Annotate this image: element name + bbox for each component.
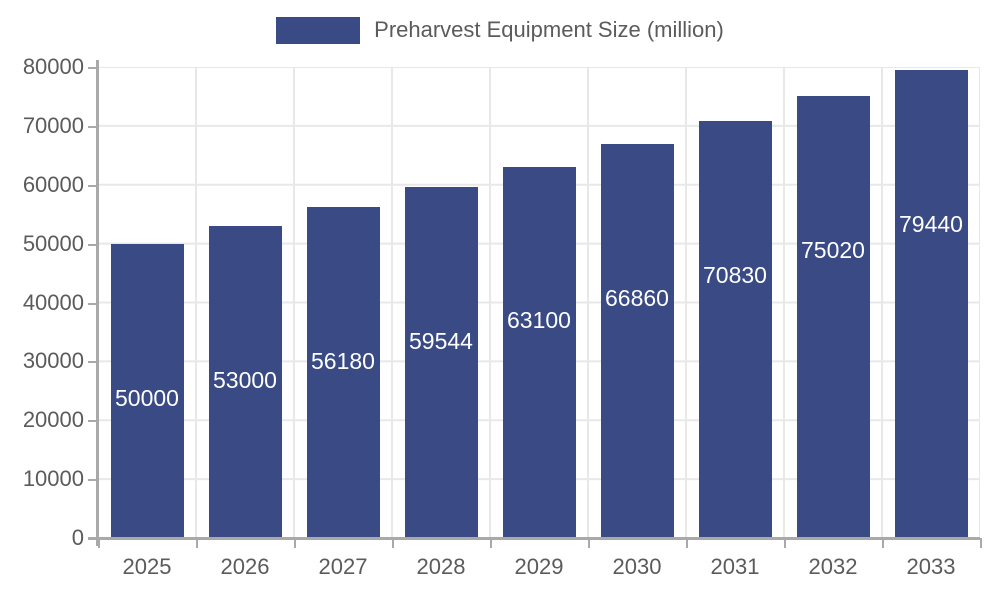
x-tick-mark bbox=[196, 538, 198, 548]
legend-entry-label: Preharvest Equipment Size (million) bbox=[374, 17, 724, 42]
bar-slot: 66860 bbox=[600, 67, 674, 538]
bar[interactable] bbox=[404, 187, 478, 538]
x-tick-mark bbox=[392, 538, 394, 548]
bar-slot: 70830 bbox=[698, 67, 772, 538]
x-tick-mark bbox=[98, 538, 100, 548]
y-tick-label: 10000 bbox=[22, 466, 84, 492]
legend-swatch-icon bbox=[276, 16, 361, 44]
y-tick-label: 40000 bbox=[22, 289, 84, 315]
x-tick-label: 2032 bbox=[808, 554, 858, 579]
bar[interactable] bbox=[698, 121, 772, 538]
bar-slot: 53000 bbox=[208, 67, 282, 538]
bar-value-label: 66860 bbox=[605, 285, 669, 312]
x-tick-mark bbox=[294, 538, 296, 548]
y-tick-mark bbox=[88, 420, 97, 423]
x-tick-label: 2025 bbox=[122, 554, 172, 579]
x-tick-label: 2030 bbox=[612, 554, 662, 579]
plot-area: 50000 53000 56180 59544 63100 66860 70830 75020… bbox=[98, 67, 980, 538]
y-tick-label: 0 bbox=[71, 525, 84, 550]
bar[interactable] bbox=[894, 70, 968, 538]
y-tick-mark bbox=[88, 538, 97, 540]
y-tick-mark bbox=[88, 361, 97, 364]
x-tick-mark bbox=[490, 538, 492, 548]
bar-slot: 56180 bbox=[306, 67, 380, 538]
y-tick-label: 50000 bbox=[22, 230, 84, 256]
y-axis-line bbox=[96, 60, 99, 546]
x-tick-mark bbox=[784, 538, 786, 548]
bar-value-label: 59544 bbox=[409, 328, 473, 355]
x-tick-mark bbox=[588, 538, 590, 548]
chart-legend: Preharvest Equipment Size (million) bbox=[0, 10, 1000, 50]
bar-slot: 75020 bbox=[796, 67, 870, 538]
bar-slot: 79440 bbox=[894, 67, 968, 538]
y-tick-label: 30000 bbox=[22, 348, 84, 374]
y-tick-label: 80000 bbox=[22, 54, 84, 79]
y-tick-mark bbox=[88, 302, 97, 305]
x-tick-mark bbox=[980, 538, 982, 548]
y-tick-label: 20000 bbox=[22, 407, 84, 433]
bar[interactable] bbox=[796, 96, 870, 538]
x-axis-line bbox=[88, 537, 980, 540]
x-tick-label: 2031 bbox=[710, 554, 760, 579]
bar-value-label: 79440 bbox=[899, 211, 963, 238]
bar-slot: 63100 bbox=[502, 67, 576, 538]
bar-value-label: 56180 bbox=[311, 348, 375, 375]
bar-value-label: 50000 bbox=[115, 384, 179, 411]
bar-value-label: 70830 bbox=[703, 261, 767, 288]
x-tick-mark bbox=[686, 538, 688, 548]
y-tick-mark bbox=[88, 479, 97, 482]
bar-value-label: 53000 bbox=[213, 366, 277, 393]
x-tick-label: 2033 bbox=[906, 554, 956, 579]
bar[interactable] bbox=[600, 144, 674, 538]
x-tick-mark bbox=[882, 538, 884, 548]
bar-slot: 59544 bbox=[404, 67, 478, 538]
y-tick-mark bbox=[88, 243, 97, 246]
bar[interactable] bbox=[110, 243, 184, 538]
bar-value-label: 75020 bbox=[801, 237, 865, 264]
y-tick-mark bbox=[88, 67, 97, 69]
x-tick-label: 2029 bbox=[514, 554, 564, 579]
bar-slot: 50000 bbox=[110, 67, 184, 538]
x-tick-label: 2027 bbox=[318, 554, 368, 579]
bar[interactable] bbox=[208, 225, 282, 538]
x-tick-label: 2028 bbox=[416, 554, 466, 579]
y-tick-mark bbox=[88, 125, 97, 128]
bar[interactable] bbox=[306, 207, 380, 538]
x-tick-label: 2026 bbox=[220, 554, 270, 579]
y-tick-label: 70000 bbox=[22, 112, 84, 138]
bar-value-label: 63100 bbox=[507, 307, 571, 334]
bar[interactable] bbox=[502, 166, 576, 538]
y-tick-label: 60000 bbox=[22, 171, 84, 197]
y-tick-mark bbox=[88, 184, 97, 187]
bar-series: 50000 53000 56180 59544 63100 66860 70830 75020… bbox=[98, 67, 980, 538]
